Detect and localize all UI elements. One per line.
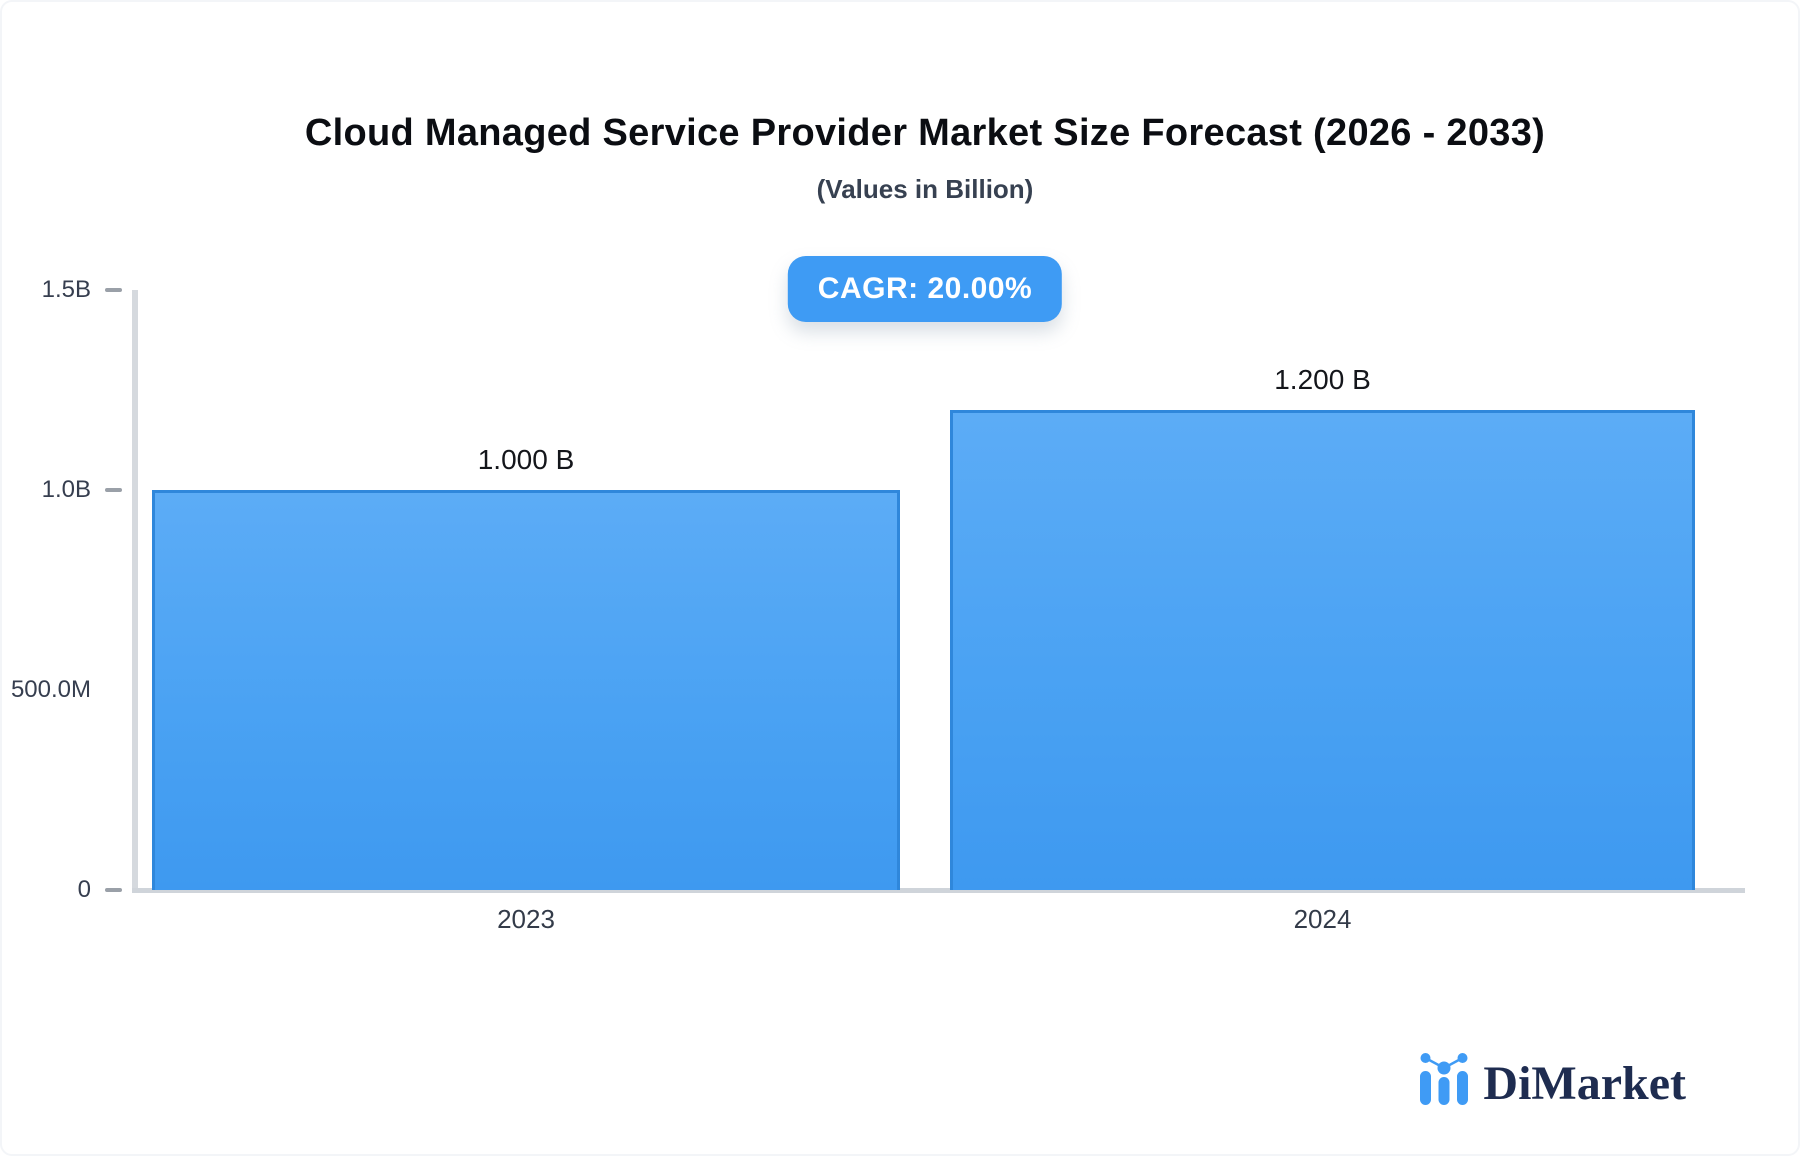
bar-value-label: 1.200 B: [1274, 364, 1371, 395]
dimarket-logo[interactable]: DiMarket: [1417, 1048, 1686, 1108]
y-tick-label: 1.5B: [41, 276, 91, 303]
y-tick-row: 1.5B: [42, 276, 122, 304]
y-tick-row: 1.0B: [42, 476, 122, 504]
y-tick-row: 0: [78, 876, 122, 904]
x-axis-label-2023: 2023: [497, 904, 555, 934]
y-axis-scale: 1.5B 1.0B 500.0M 0: [2, 276, 122, 903]
tick-mark-icon: [105, 888, 122, 892]
bar-2024[interactable]: [950, 410, 1695, 890]
chart-subtitle: (Values in Billion): [816, 174, 1034, 204]
y-axis-line: [132, 290, 138, 890]
y-tick-label: 500.0M: [10, 676, 91, 703]
bar-2023[interactable]: [152, 490, 900, 890]
x-axis-label-2024: 2024: [1293, 904, 1352, 934]
bar-value-label: 1.000 B: [477, 444, 575, 475]
chart-title: Cloud Managed Service Provider Market Si…: [304, 112, 1546, 154]
tick-mark-icon: [105, 488, 122, 492]
x-axis-line: [132, 888, 1745, 893]
y-tick-label: 1.0B: [41, 476, 91, 503]
y-tick-label: 0: [77, 876, 91, 903]
bar-line-chart-icon: [1420, 1053, 1469, 1105]
plot-area: 1.000 B 1.200 B: [132, 290, 1745, 890]
logo-text: DiMarket: [1483, 1057, 1686, 1110]
tick-mark-icon: [105, 288, 122, 292]
cagr-badge: CAGR: 20.00%: [787, 256, 1063, 322]
y-tick-row: 500.0M: [11, 676, 122, 704]
